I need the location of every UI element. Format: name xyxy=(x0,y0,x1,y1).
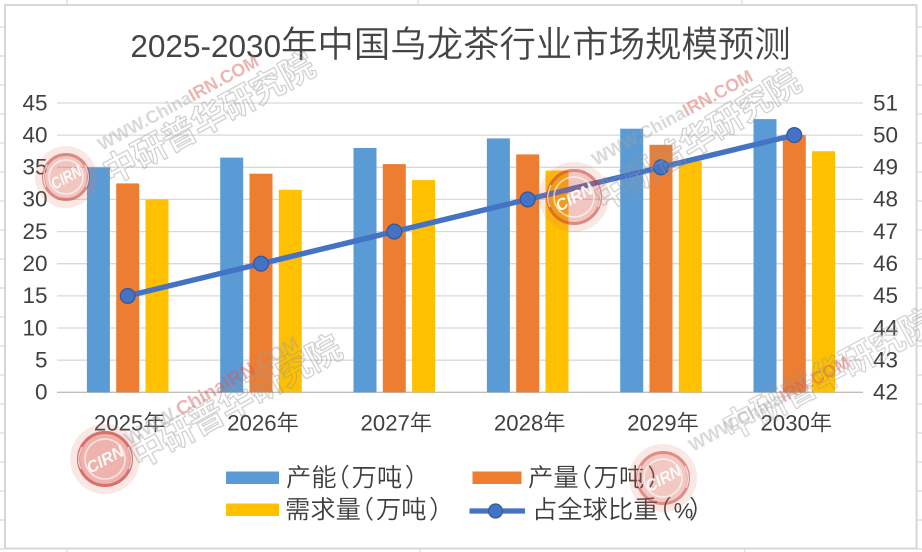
svg-text:30: 30 xyxy=(22,187,47,212)
svg-text:40: 40 xyxy=(22,122,47,147)
svg-text:43: 43 xyxy=(873,348,898,373)
svg-text:48: 48 xyxy=(873,187,898,212)
svg-text:47: 47 xyxy=(873,219,898,244)
svg-text:42: 42 xyxy=(873,380,898,405)
svg-text:25: 25 xyxy=(22,219,47,244)
svg-text:45: 45 xyxy=(22,90,47,115)
svg-text:5: 5 xyxy=(35,348,48,373)
svg-text:45: 45 xyxy=(873,283,898,308)
svg-text:15: 15 xyxy=(22,283,47,308)
svg-text:44: 44 xyxy=(873,315,898,340)
svg-text:51: 51 xyxy=(873,90,898,115)
svg-text:10: 10 xyxy=(22,315,47,340)
svg-text:49: 49 xyxy=(873,155,898,180)
svg-text:20: 20 xyxy=(22,251,47,276)
svg-text:46: 46 xyxy=(873,251,898,276)
svg-text:50: 50 xyxy=(873,122,898,147)
svg-text:0: 0 xyxy=(35,380,48,405)
